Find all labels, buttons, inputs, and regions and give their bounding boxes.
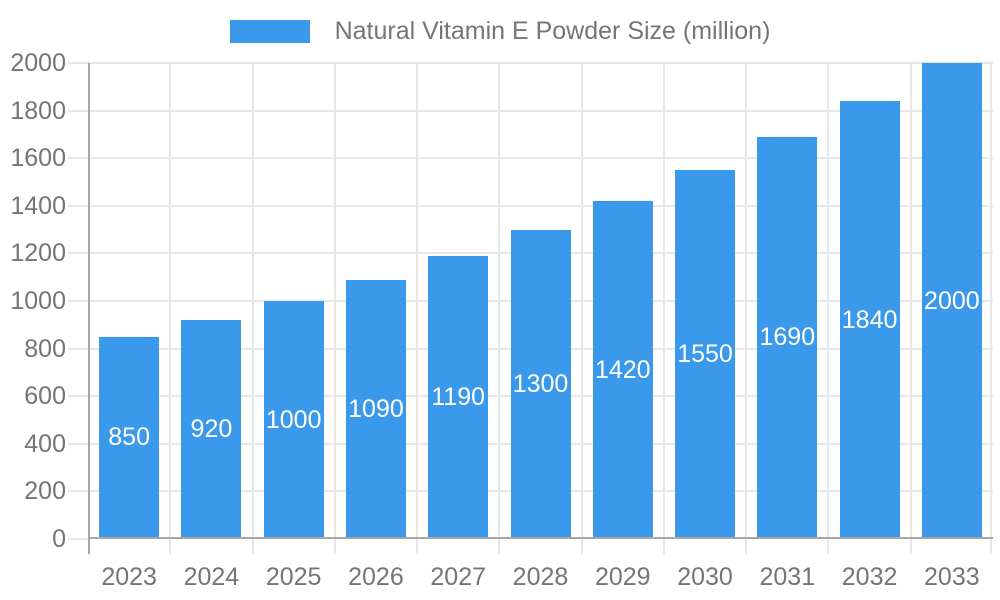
- y-axis-label: 1800: [10, 96, 66, 125]
- x-tick: [333, 539, 336, 554]
- y-axis-line: [88, 63, 90, 539]
- gridline-v: [498, 63, 501, 539]
- x-axis-label: 2025: [265, 563, 322, 591]
- gridline-h: [88, 62, 993, 64]
- bar-value-label: 1300: [512, 369, 569, 398]
- y-tick: [68, 300, 88, 302]
- bar-2032[interactable]: 1840: [839, 101, 900, 539]
- gridline-h: [88, 204, 993, 207]
- gridline-v: [251, 63, 254, 539]
- x-tick: [416, 539, 419, 554]
- y-axis-label: 1400: [10, 191, 66, 220]
- y-axis-label: 600: [24, 382, 66, 411]
- x-tick: [498, 539, 501, 554]
- legend[interactable]: Natural Vitamin E Powder Size (million): [0, 17, 1000, 45]
- x-axis-label: 2024: [183, 563, 240, 591]
- x-axis-line: [88, 537, 993, 539]
- bar-value-label: 850: [108, 423, 150, 452]
- x-tick: [251, 539, 254, 554]
- bar-value-label: 1000: [265, 405, 322, 434]
- gridline-v: [333, 63, 336, 539]
- bar-value-label: 1550: [677, 340, 733, 369]
- y-tick: [68, 490, 88, 493]
- x-tick: [169, 539, 172, 554]
- bar-2027[interactable]: 1190: [428, 255, 489, 539]
- bar-value-label: 920: [190, 415, 233, 444]
- bar-2023[interactable]: 850: [99, 336, 160, 539]
- y-axis-label: 2000: [10, 49, 66, 77]
- x-axis-label: 2023: [101, 563, 157, 591]
- y-tick: [68, 252, 88, 255]
- x-tick: [745, 539, 748, 554]
- x-axis-label: 2028: [512, 563, 569, 591]
- y-tick: [68, 395, 88, 398]
- legend-label: Natural Vitamin E Powder Size (million): [334, 17, 771, 45]
- y-axis-label: 400: [24, 429, 66, 458]
- gridline-h: [88, 157, 993, 160]
- y-axis-label: 800: [24, 334, 66, 363]
- bar-value-label: 2000: [924, 286, 980, 315]
- legend-swatch: [229, 20, 310, 43]
- bar-2024[interactable]: 920: [181, 320, 242, 539]
- x-tick: [990, 539, 992, 554]
- y-tick: [68, 157, 88, 160]
- y-tick: [68, 204, 88, 207]
- x-axis-label: 2027: [430, 563, 487, 591]
- y-tick: [68, 347, 88, 350]
- x-tick: [909, 539, 912, 554]
- bar-value-label: 1690: [759, 323, 816, 352]
- x-tick: [88, 539, 90, 554]
- gridline-v: [827, 63, 830, 539]
- y-tick: [68, 62, 88, 64]
- bar-value-label: 1090: [348, 394, 404, 423]
- y-tick: [68, 109, 88, 112]
- x-axis-label: 2032: [841, 563, 898, 591]
- gridline-v: [745, 63, 748, 539]
- bar-2025[interactable]: 1000: [263, 301, 324, 539]
- x-tick: [827, 539, 830, 554]
- x-axis-label: 2031: [759, 563, 816, 591]
- x-tick: [580, 539, 583, 554]
- plot-area: 0 200 400 600 800 1000 1200 1400 1600 1800 2000 850…: [10, 49, 993, 591]
- bar-2030[interactable]: 1550: [675, 170, 736, 539]
- gridline-h: [88, 109, 993, 112]
- bar-2028[interactable]: 1300: [510, 229, 571, 539]
- gridline-v: [662, 63, 665, 539]
- y-axis-label: 1200: [10, 239, 66, 268]
- x-axis-label: 2029: [594, 563, 651, 591]
- y-axis-label: 1600: [10, 144, 66, 173]
- x-tick: [662, 539, 665, 554]
- bar-2033[interactable]: 2000: [921, 63, 982, 539]
- y-tick: [68, 538, 88, 540]
- y-axis-label: 0: [52, 525, 66, 553]
- x-axis-label: 2033: [924, 563, 980, 591]
- gridline-v: [169, 63, 172, 539]
- x-axis-label: 2026: [348, 563, 404, 591]
- bar-2026[interactable]: 1090: [345, 279, 406, 539]
- y-axis-label: 1000: [10, 287, 66, 315]
- bar-2029[interactable]: 1420: [592, 201, 653, 539]
- gridline-v: [580, 63, 583, 539]
- bar-value-label: 1840: [841, 305, 898, 334]
- x-axis-label: 2030: [677, 563, 733, 591]
- gridline-v: [990, 63, 992, 539]
- bar-value-label: 1190: [431, 382, 486, 411]
- bar-value-label: 1420: [594, 355, 651, 384]
- y-axis-label: 200: [24, 477, 66, 506]
- gridline-v: [909, 63, 912, 539]
- y-tick: [68, 442, 88, 445]
- bar-2031[interactable]: 1690: [757, 136, 818, 539]
- gridline-v: [416, 63, 419, 539]
